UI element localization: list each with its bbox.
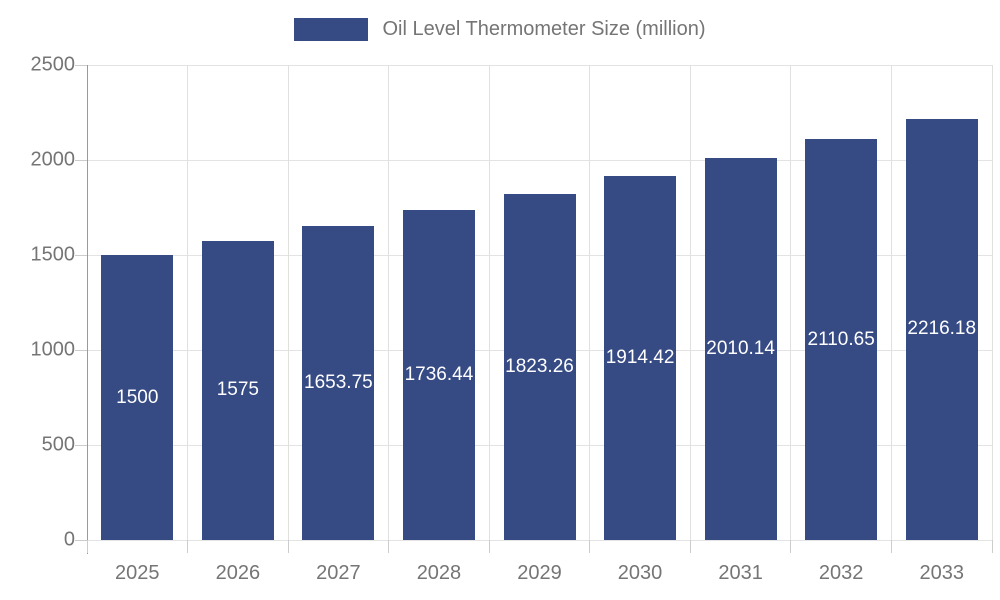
x-axis-tick-label: 2027 — [316, 562, 361, 584]
bar-value-label: 2110.65 — [807, 328, 875, 350]
vertical-gridline — [890, 65, 892, 540]
horizontal-gridline — [87, 539, 992, 541]
y-axis-tick — [75, 444, 87, 446]
bar-value-label: 2216.18 — [907, 318, 977, 340]
x-axis-tick — [287, 540, 289, 553]
y-axis-tick-label: 1000 — [30, 338, 76, 361]
x-axis-tick — [589, 540, 591, 553]
vertical-gridline — [991, 65, 993, 540]
bar[interactable]: 1736.44 — [402, 210, 475, 540]
vertical-gridline — [287, 65, 289, 540]
x-axis-tick-label: 2028 — [416, 562, 462, 584]
x-axis-tick — [388, 540, 390, 553]
horizontal-gridline — [87, 159, 992, 161]
y-axis-tick-label: 0 — [63, 528, 75, 551]
vertical-gridline — [388, 65, 390, 540]
bar[interactable]: 2110.65 — [805, 138, 878, 540]
x-axis-tick — [488, 540, 490, 553]
y-axis-tick — [75, 254, 87, 256]
x-axis-tick-label: 2033 — [919, 562, 964, 584]
bar[interactable]: 1575 — [201, 240, 274, 540]
bar[interactable]: 1914.42 — [604, 176, 677, 540]
y-axis-tick — [75, 64, 87, 66]
plot-area: 1500 1575 1653.75 1736.44 1823.26 1914.42 2010… — [87, 64, 993, 541]
y-axis-tick-label: 2500 — [30, 53, 76, 76]
bar-value-label: 1823.26 — [505, 355, 574, 377]
y-axis-line — [87, 65, 88, 554]
vertical-gridline — [689, 65, 691, 540]
vertical-gridline — [488, 65, 490, 540]
x-axis-tick — [86, 540, 88, 553]
legend-item[interactable]: Oil Level Thermometer Size (million) — [0, 18, 1000, 41]
x-axis-tick-label: 2031 — [718, 562, 763, 584]
y-axis-tick-label: 2000 — [30, 148, 76, 171]
x-axis-tick-label: 2026 — [215, 562, 261, 584]
x-axis-tick-label: 2032 — [818, 562, 864, 584]
vertical-gridline — [187, 65, 189, 540]
y-axis-tick — [75, 159, 87, 161]
bar-value-label: 1500 — [116, 386, 159, 408]
x-axis-tick — [790, 540, 792, 553]
x-axis-tick — [187, 540, 189, 553]
vertical-gridline — [589, 65, 591, 540]
bar-value-label: 1653.75 — [304, 371, 373, 393]
horizontal-gridline — [87, 64, 992, 66]
x-axis-tick-label: 2029 — [517, 562, 562, 584]
bar-value-label: 2010.14 — [706, 338, 775, 360]
y-axis-tick — [75, 349, 87, 351]
bar-value-label: 1914.42 — [605, 347, 675, 369]
bar[interactable]: 2216.18 — [905, 118, 978, 540]
bar[interactable]: 1500 — [101, 255, 174, 540]
bar[interactable]: 1823.26 — [503, 193, 576, 540]
x-axis-tick-label: 2030 — [617, 562, 663, 584]
y-axis-tick — [75, 539, 87, 541]
vertical-gridline — [790, 65, 792, 540]
x-axis-tick-label: 2025 — [115, 562, 160, 584]
y-axis-tick-label: 500 — [41, 433, 75, 456]
bar[interactable]: 1653.75 — [302, 225, 375, 540]
y-axis-tick-label: 1500 — [30, 243, 76, 266]
bar-value-label: 1575 — [216, 379, 259, 401]
legend-label: Oil Level Thermometer Size (million) — [382, 18, 706, 40]
legend-swatch — [294, 18, 369, 41]
x-axis-tick — [991, 540, 993, 553]
x-axis-tick — [890, 540, 892, 553]
bar[interactable]: 2010.14 — [704, 158, 777, 540]
bar-value-label: 1736.44 — [404, 364, 474, 386]
x-axis-tick — [689, 540, 691, 553]
